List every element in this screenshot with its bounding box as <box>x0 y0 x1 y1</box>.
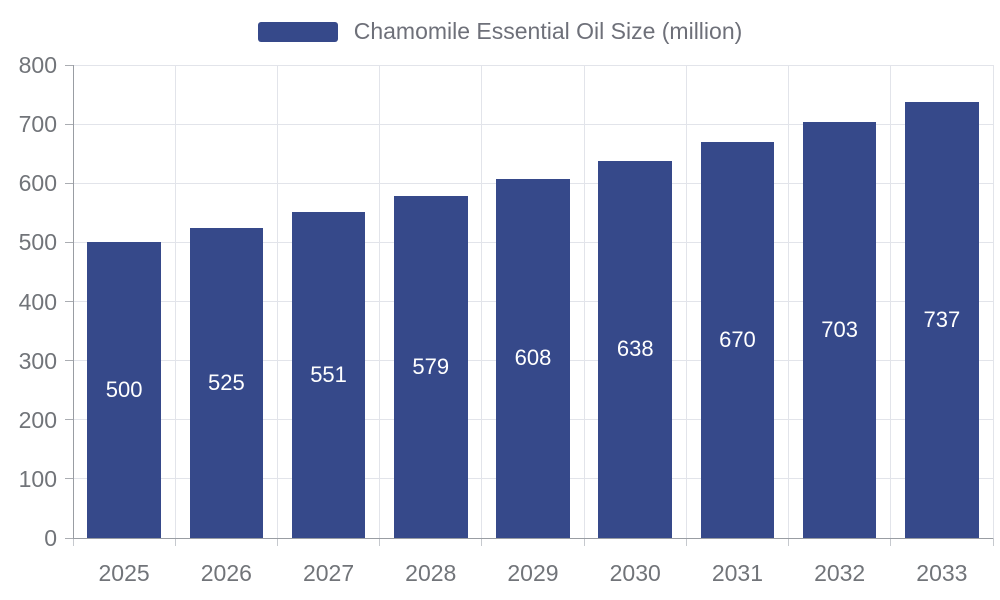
gridline-v <box>685 65 687 538</box>
x-axis-tick <box>890 538 892 546</box>
bar <box>393 195 468 538</box>
gridline-v <box>890 65 892 538</box>
bar-value-label: 525 <box>207 369 245 395</box>
gridline-v <box>174 65 176 538</box>
x-tick-label: 2032 <box>814 560 866 586</box>
x-tick-label: 2029 <box>507 560 559 586</box>
y-tick-label: 700 <box>18 111 57 138</box>
bar-value-label: 551 <box>310 362 347 388</box>
bar <box>291 212 366 538</box>
bar <box>496 178 570 538</box>
bar-value-label: 638 <box>616 336 654 362</box>
gridline-v <box>276 65 278 538</box>
x-axis-tick <box>992 538 994 546</box>
bar <box>802 122 877 538</box>
x-axis-tick <box>174 538 176 546</box>
y-tick-label: 0 <box>44 525 57 551</box>
y-axis-tick <box>65 64 73 66</box>
y-tick-label: 500 <box>18 229 57 256</box>
bar-value-label: 670 <box>719 326 756 352</box>
bar <box>598 160 673 538</box>
x-axis-tick <box>379 538 381 546</box>
y-axis-tick <box>65 301 73 302</box>
bar-value-label: 608 <box>514 345 552 371</box>
legend-swatch[interactable] <box>257 21 338 42</box>
y-tick-label: 600 <box>18 170 57 197</box>
y-axis-line <box>72 65 74 538</box>
y-axis-tick <box>65 360 73 362</box>
x-axis-tick <box>276 538 278 546</box>
x-tick-label: 2033 <box>916 560 968 586</box>
y-axis-tick <box>65 241 73 243</box>
gridline-v <box>583 65 585 538</box>
x-tick-label: 2031 <box>711 560 764 586</box>
legend[interactable]: Chamomile Essential Oil Size (million) <box>0 18 1000 45</box>
gridline-h <box>73 64 993 66</box>
bar <box>700 141 775 538</box>
gridline-v <box>992 65 994 538</box>
y-axis-tick <box>65 123 73 125</box>
y-tick-label: 400 <box>18 288 57 315</box>
x-tick-label: 2027 <box>302 560 355 586</box>
legend-label[interactable]: Chamomile Essential Oil Size (million) <box>353 18 743 44</box>
x-axis-tick <box>685 538 687 546</box>
bar-value-label: 500 <box>105 377 143 403</box>
bar <box>87 242 161 538</box>
x-tick-label: 2025 <box>98 560 150 586</box>
y-axis-tick <box>65 182 73 184</box>
y-tick-label: 800 <box>18 52 57 78</box>
gridline-v <box>379 65 381 538</box>
x-axis-tick <box>72 538 74 546</box>
bar <box>189 227 264 538</box>
x-tick-label: 2030 <box>609 560 661 586</box>
x-tick-label: 2026 <box>200 560 252 586</box>
bar-value-label: 737 <box>923 307 961 333</box>
x-axis-line <box>73 537 993 539</box>
bar-value-label: 579 <box>412 353 450 379</box>
gridline-v <box>788 65 790 538</box>
y-tick-label: 200 <box>18 406 57 433</box>
y-axis-tick <box>65 478 73 480</box>
gridline-h <box>73 123 993 125</box>
y-tick-label: 100 <box>18 465 57 492</box>
x-axis-tick <box>788 538 790 546</box>
x-tick-label: 2028 <box>405 560 457 586</box>
bar <box>905 102 979 538</box>
bar-value-label: 703 <box>821 317 859 343</box>
y-axis-tick <box>65 419 73 421</box>
gridline-v <box>481 65 483 538</box>
x-axis-tick <box>481 538 483 546</box>
y-tick-label: 300 <box>18 347 57 374</box>
x-axis-tick <box>583 538 585 546</box>
y-axis-tick <box>65 537 73 539</box>
